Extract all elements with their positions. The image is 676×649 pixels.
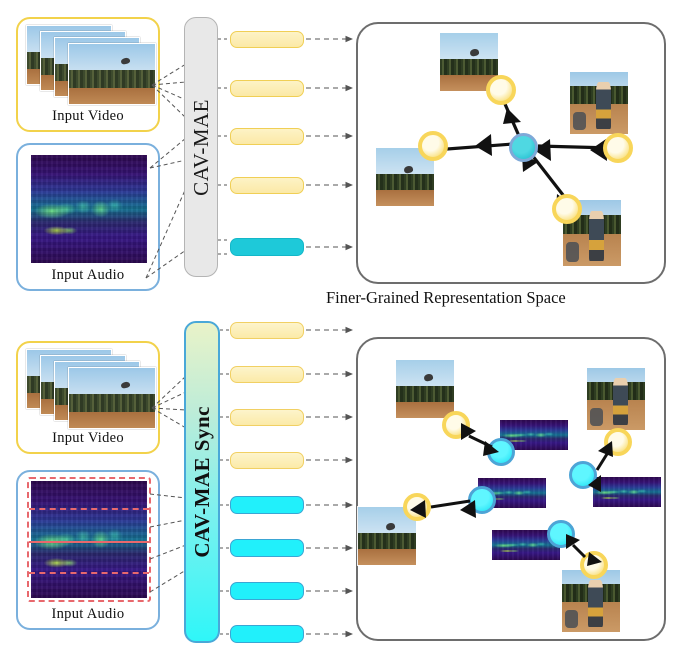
input-video-box-bottom: Input Video <box>16 341 160 454</box>
node-video-left <box>418 131 448 161</box>
node-audio-pair1 <box>487 438 515 466</box>
token-bar-video <box>230 128 304 145</box>
panel-spectrogram-3 <box>593 477 661 507</box>
encoder-cav-mae-label: CAV-MAE <box>188 98 213 196</box>
video-frame-stack-bottom <box>26 349 156 429</box>
token-bar-video <box>230 31 304 48</box>
node-video-right <box>603 133 633 163</box>
audio-segment-boundary <box>27 477 151 602</box>
input-video-box-top: Input Video <box>16 17 160 132</box>
node-audio-pair2 <box>468 486 496 514</box>
token-bar-audio <box>230 582 304 600</box>
input-audio-box-bottom: Input Audio <box>16 470 160 630</box>
encoder-cav-mae-sync: CAV-MAE Sync <box>184 321 220 643</box>
node-video-pair2 <box>403 493 431 521</box>
token-bar-video <box>230 322 304 339</box>
node-audio-pair3 <box>569 461 597 489</box>
token-bar-audio <box>230 496 304 514</box>
input-audio-box-top: Input Audio <box>16 143 160 291</box>
token-bar-video <box>230 452 304 469</box>
panel-thumbnail-bird-left <box>376 148 434 206</box>
audio-segment-divider <box>29 572 149 574</box>
node-video-top <box>486 75 516 105</box>
audio-spectrogram-bottom <box>31 481 147 598</box>
panel-thumbnail-person-lower-right <box>562 570 620 632</box>
figure-caption-middle: Finer-Grained Representation Space <box>326 288 566 307</box>
panel-thumbnail-bird-upper-left <box>396 360 454 418</box>
node-audio-pair4 <box>547 520 575 548</box>
node-video-pair3 <box>604 428 632 456</box>
node-video-pair1 <box>442 411 470 439</box>
node-video-bottom <box>552 194 582 224</box>
token-bar-audio <box>230 625 304 643</box>
token-bar-video <box>230 366 304 383</box>
video-frame-stack-top <box>26 25 156 105</box>
video-frame <box>68 43 156 105</box>
audio-segment-divider <box>29 508 149 510</box>
audio-spectrogram-top <box>31 155 147 263</box>
token-bar-video <box>230 177 304 194</box>
node-audio-center <box>509 133 538 162</box>
input-video-label-bottom: Input Video <box>52 430 124 446</box>
node-video-pair4 <box>580 551 608 579</box>
video-frame <box>68 367 156 429</box>
input-audio-label-top: Input Audio <box>51 267 125 283</box>
encoder-cav-mae: CAV-MAE <box>184 17 218 277</box>
audio-segment-divider <box>29 541 149 543</box>
input-audio-label-bottom: Input Audio <box>51 606 125 622</box>
panel-thumbnail-person-upper-right <box>587 368 645 430</box>
token-bar-video <box>230 80 304 97</box>
token-bar-video <box>230 409 304 426</box>
panel-thumbnail-person-right <box>570 72 628 134</box>
encoder-cav-mae-sync-label: CAV-MAE Sync <box>189 406 214 558</box>
token-bar-audio <box>230 238 304 256</box>
token-bar-audio <box>230 539 304 557</box>
input-video-label-top: Input Video <box>52 108 124 124</box>
